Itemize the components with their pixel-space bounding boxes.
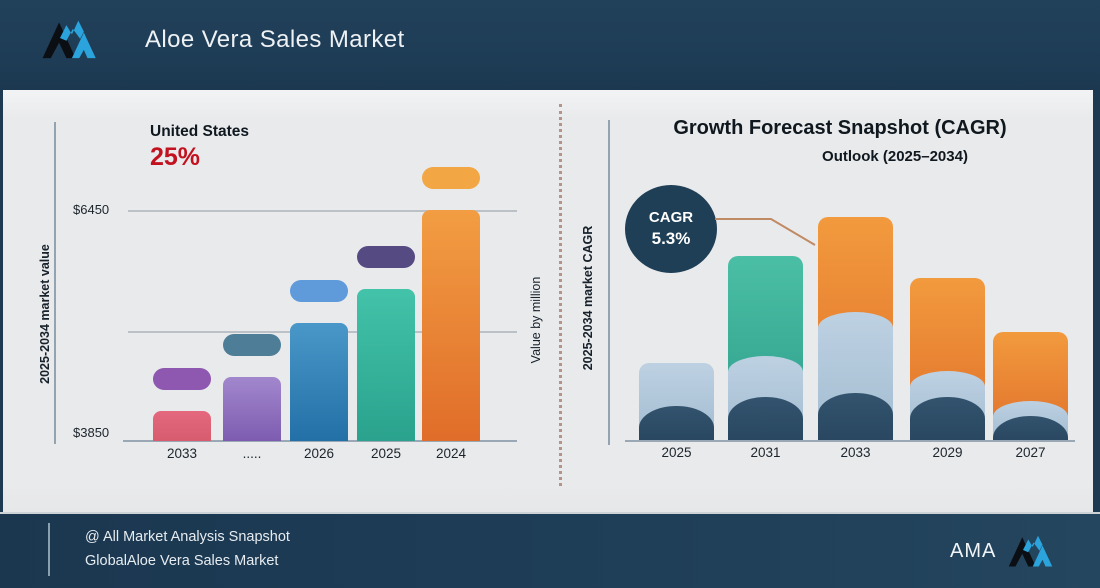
bar-..... bbox=[223, 377, 281, 441]
right-chart-subtitle: Outlook (2025–2034) bbox=[822, 148, 968, 165]
x-label-2026: 2026 bbox=[303, 446, 335, 461]
bar-2025 bbox=[357, 289, 415, 441]
header-bar: Aloe Vera Sales Market bbox=[0, 0, 1100, 90]
left-x-axis-line bbox=[123, 440, 517, 442]
footer-report-name: GlobalAloe Vera Sales Market bbox=[85, 553, 279, 569]
x-label-2029: 2029 bbox=[932, 445, 963, 460]
bar-cap-2025 bbox=[357, 246, 415, 268]
left-y-tick-6450: $6450 bbox=[73, 202, 110, 217]
x-label-2027: 2027 bbox=[1015, 445, 1046, 460]
right-y-axis-title: 2025-2034 market CAGR bbox=[581, 225, 595, 371]
bar-cap-2024 bbox=[422, 167, 480, 189]
left-y-axis-line bbox=[54, 122, 56, 444]
x-label-2033: 2033 bbox=[166, 446, 198, 461]
x-label-.....: ..... bbox=[242, 446, 262, 461]
bar-cap-2026 bbox=[290, 280, 348, 302]
cagr-badge-value: 5.3% bbox=[651, 228, 691, 248]
footer-divider-line bbox=[48, 523, 50, 576]
segment-2031-base bbox=[728, 397, 803, 440]
panel-divider bbox=[559, 104, 562, 486]
cagr-connector-line bbox=[715, 218, 816, 246]
ama-footer-logo-icon bbox=[1005, 529, 1059, 576]
segment-2029-base bbox=[910, 397, 985, 440]
ama-logo-icon bbox=[38, 12, 104, 69]
right-x-axis-line bbox=[625, 440, 1075, 442]
bar-cap-2033 bbox=[153, 368, 211, 390]
cagr-badge: CAGR 5.3% bbox=[625, 185, 717, 273]
x-label-2025: 2025 bbox=[661, 445, 692, 460]
x-label-2024: 2024 bbox=[435, 446, 467, 461]
right-chart-title: Growth Forecast Snapshot (CAGR) bbox=[673, 117, 1007, 139]
x-label-2033: 2033 bbox=[840, 445, 871, 460]
segment-2033-base bbox=[818, 393, 893, 440]
left-y-axis-title: 2025-2034 market value bbox=[38, 244, 52, 384]
right-y-axis-line bbox=[608, 120, 610, 445]
bar-2033 bbox=[153, 411, 211, 441]
cagr-badge-label: CAGR bbox=[648, 209, 694, 226]
footer-bar: @ All Market Analysis Snapshot GlobalAlo… bbox=[0, 512, 1100, 588]
segment-2025-base bbox=[639, 406, 714, 440]
bar-cap-..... bbox=[223, 334, 281, 356]
left-right-axis-title: Value by million bbox=[529, 276, 543, 364]
region-label: United States bbox=[150, 123, 250, 140]
highlight-percentage: 25% bbox=[150, 143, 201, 171]
page-title: Aloe Vera Sales Market bbox=[145, 26, 405, 53]
x-label-2025: 2025 bbox=[370, 446, 402, 461]
footer-tagline: @ All Market Analysis Snapshot bbox=[85, 529, 290, 545]
bar-2024 bbox=[422, 210, 480, 441]
footer-brand-text: AMA bbox=[950, 540, 997, 562]
left-gridline-6450 bbox=[128, 210, 517, 212]
left-y-tick-3850: $3850 bbox=[73, 425, 110, 440]
charts-canvas: 2025-2034 market value $6450 $3850 Unite… bbox=[3, 90, 1093, 512]
x-label-2031: 2031 bbox=[750, 445, 781, 460]
bar-2026 bbox=[290, 323, 348, 441]
